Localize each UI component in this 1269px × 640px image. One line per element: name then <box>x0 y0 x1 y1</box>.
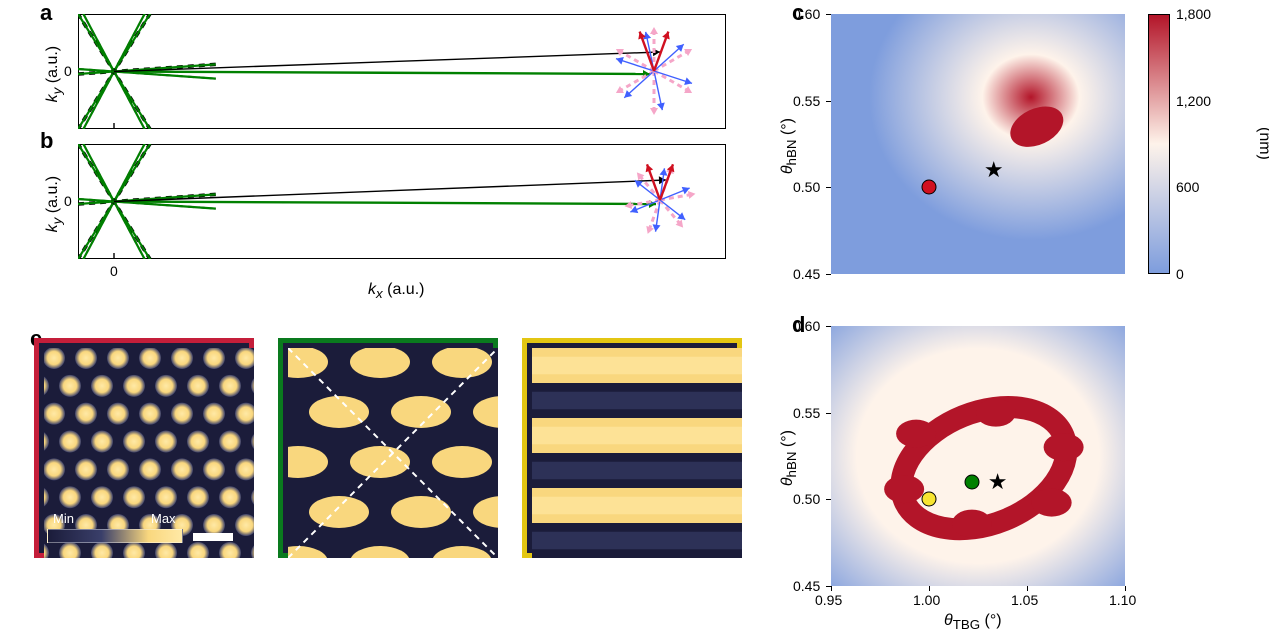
panel-c-svg <box>831 14 1125 274</box>
panel-d-green-dot <box>965 475 980 490</box>
ytick: 0.45 <box>793 266 820 282</box>
cbar-tick: 1,800 <box>1176 6 1211 22</box>
panel-e-min-label: Min <box>53 511 74 526</box>
label-b: b <box>40 128 53 154</box>
colorbar <box>1148 14 1170 274</box>
ytick: 0.50 <box>793 179 820 195</box>
panel-d-svg <box>831 326 1125 586</box>
panel-b-xtick-0: 0 <box>110 263 118 279</box>
panel-e-max-label: Max <box>151 511 176 526</box>
xtick: 1.10 <box>1109 592 1136 608</box>
label-a: a <box>40 0 52 26</box>
xtick: 1.00 <box>913 592 940 608</box>
panel-a-ytick-0: 0 <box>64 63 72 79</box>
panel-e-scalebar <box>193 533 233 541</box>
colorbar-title: Max. periodicity (nm) <box>1255 127 1269 199</box>
kx-label: kx (a.u.) <box>368 281 424 301</box>
cbar-tick: 1,200 <box>1176 93 1211 109</box>
ky-label-b: ky (a.u.) <box>44 175 64 231</box>
cbar-tick: 600 <box>1176 179 1199 195</box>
panel-c-heatmap <box>831 14 1125 274</box>
xtick: 1.05 <box>1011 592 1038 608</box>
xtick: 0.95 <box>815 592 842 608</box>
ytick: 0.60 <box>793 318 820 334</box>
panel-e-box-stripes <box>522 338 742 558</box>
panel-b-ytick-0: 0 <box>64 193 72 209</box>
ytick: 0.55 <box>793 405 820 421</box>
ky-label-a: ky (a.u.) <box>44 45 64 101</box>
panel-a-svg <box>78 14 726 129</box>
panel-e-box-quasi1d <box>278 338 498 558</box>
panel-b-svg <box>78 144 726 259</box>
panel-d-xlabel: θTBG (°) <box>944 612 1002 632</box>
panel-d-ylabel: θhBN (°) <box>779 430 799 486</box>
panel-d-heatmap <box>831 326 1125 586</box>
panel-d-yellow-dot <box>922 492 937 507</box>
panel-e-minmax-bar <box>47 529 183 543</box>
panel-c-ylabel: θhBN (°) <box>779 118 799 174</box>
ytick: 0.50 <box>793 491 820 507</box>
ytick: 0.55 <box>793 93 820 109</box>
ytick: 0.60 <box>793 6 820 22</box>
panel-c-red-dot <box>922 180 937 195</box>
cbar-tick: 0 <box>1176 266 1184 282</box>
